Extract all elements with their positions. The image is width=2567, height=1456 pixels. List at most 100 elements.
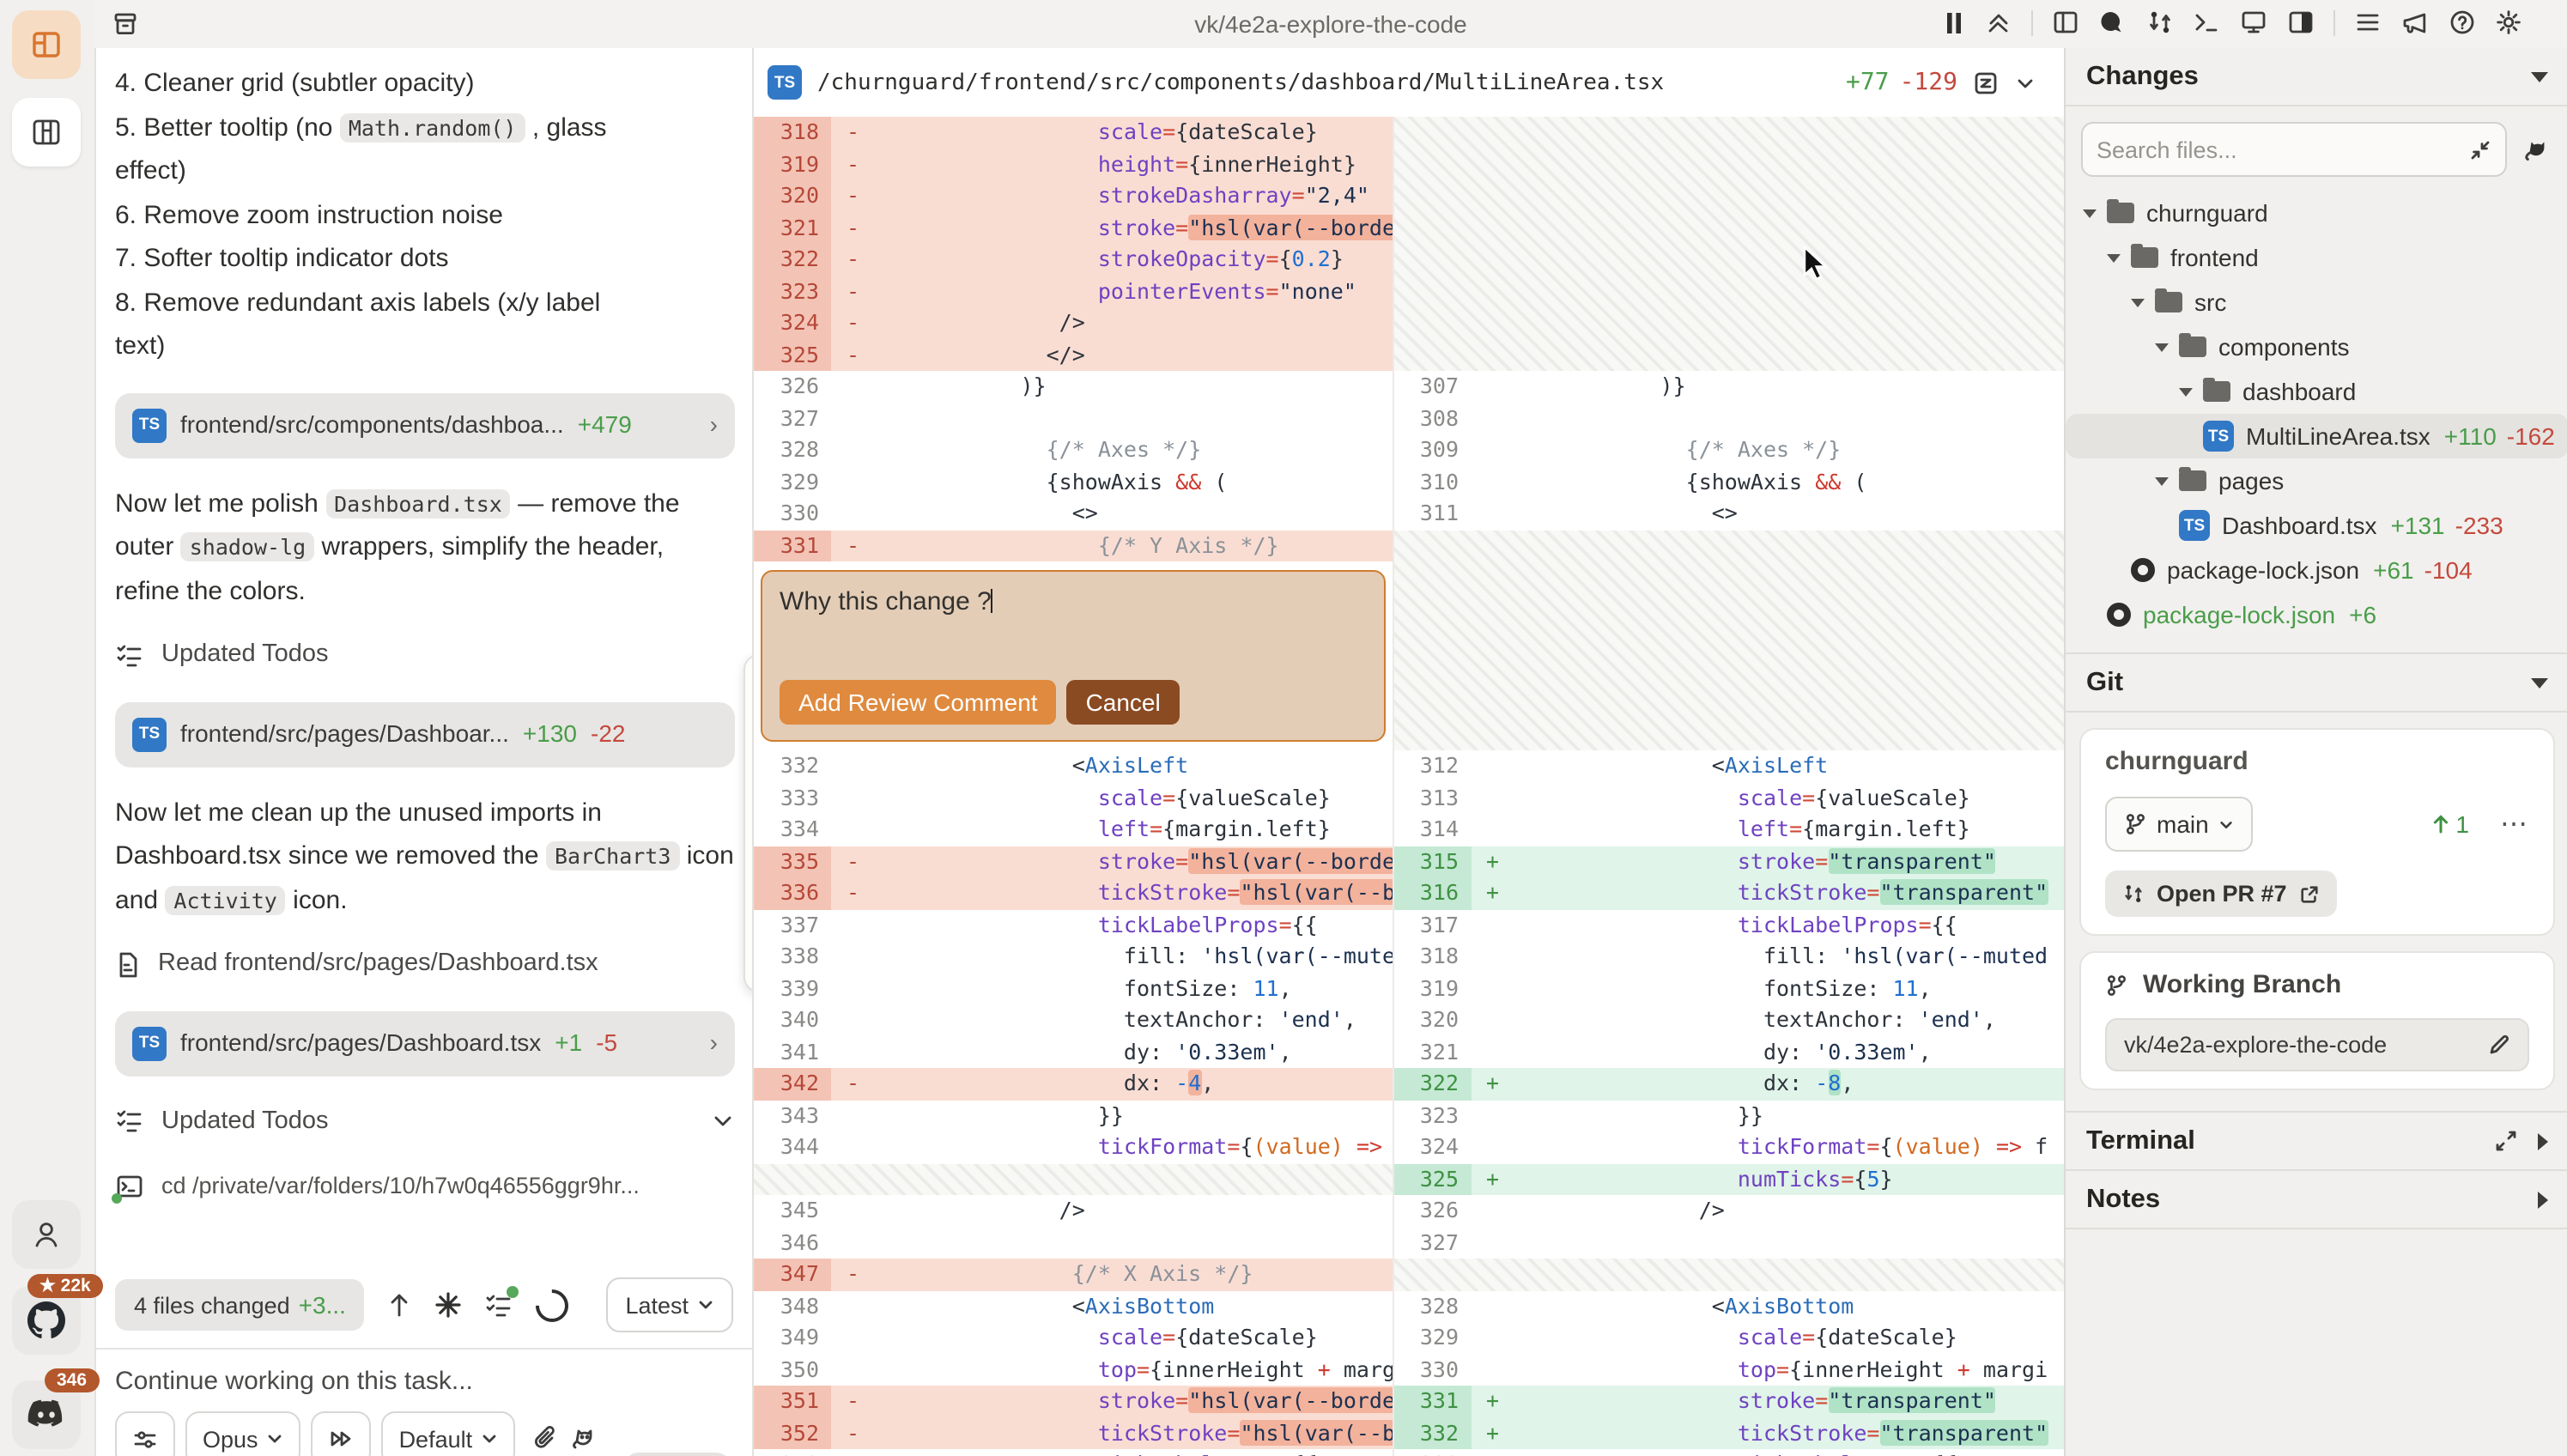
diff-line[interactable]: 325 + numTicks={5} — [1393, 1163, 2064, 1195]
review-comment-input[interactable]: Why this change ? — [780, 587, 993, 616]
diff-line[interactable]: 336- tickStroke="hsl(var(--bo — [754, 877, 1393, 909]
diff-line[interactable]: 321 dy: '0.33em', — [1393, 1036, 2064, 1068]
diff-line[interactable]: 339 fontSize: 11, — [754, 973, 1392, 1004]
caret-down-icon[interactable] — [2131, 298, 2145, 306]
diff-line[interactable]: 342- dx: -4, — [754, 1068, 1393, 1100]
diff-line[interactable]: 344 tickFormat={(value) => f — [754, 1131, 1392, 1163]
tree-item-package-lock-json[interactable]: package-lock.json +61 -104 — [2066, 548, 2567, 592]
diff-line[interactable]: 327 — [754, 403, 1392, 434]
panel-right-icon[interactable] — [2287, 9, 2315, 36]
file-change-chip[interactable]: TS frontend/src/pages/Dashboar... +130 -… — [115, 701, 735, 767]
arrow-up-icon[interactable] — [387, 1291, 413, 1319]
diff-line[interactable]: 323 }} — [1393, 1100, 2064, 1131]
fast-forward-button[interactable] — [311, 1411, 372, 1456]
rail-item-account[interactable] — [12, 1200, 81, 1269]
diff-line[interactable]: 352- tickStroke="hsl(var(--bo — [754, 1417, 1393, 1449]
diff-line[interactable]: 349 scale={dateScale} — [754, 1322, 1392, 1354]
tree-item-pages[interactable]: pages — [2066, 458, 2567, 503]
git-compare-icon[interactable] — [2146, 9, 2174, 36]
paperclip-icon[interactable] — [532, 1424, 560, 1453]
monitor-icon[interactable] — [2239, 9, 2268, 36]
diff-line[interactable]: 317 tickLabelProps={{ — [1393, 909, 2064, 941]
cat-icon[interactable] — [570, 1425, 599, 1453]
archive-icon[interactable] — [112, 10, 139, 38]
diff-line[interactable]: 333 tickLabelProps={{ — [1393, 1449, 2064, 1456]
diff-line[interactable]: 308 — [1393, 403, 2064, 434]
diff-line[interactable]: 341 dy: '0.33em', — [754, 1036, 1392, 1068]
diff-line[interactable]: 324 tickFormat={(value) => f — [1393, 1131, 2064, 1163]
caret-down-icon[interactable] — [2179, 387, 2193, 396]
file-change-chip[interactable]: TS frontend/src/pages/Dashboard.tsx +1 -… — [115, 1010, 735, 1076]
diff-line[interactable]: 332 <AxisLeft — [754, 750, 1392, 782]
terminal-icon[interactable] — [2193, 9, 2220, 36]
tree-item-frontend[interactable]: frontend — [2066, 235, 2567, 280]
branch-selector[interactable]: main — [2105, 797, 2254, 852]
diff-line[interactable]: 335- stroke="hsl(var(--border — [754, 846, 1393, 877]
todo-update-row[interactable]: Updated Todos — [115, 634, 735, 677]
diff-line[interactable]: 311 <> — [1393, 498, 2064, 530]
diff-line[interactable]: 331 + stroke="transparent" — [1393, 1386, 2064, 1417]
chevron-down-icon[interactable] — [711, 1110, 735, 1134]
diff-line[interactable]: 320- strokeDasharray="2,4" — [754, 180, 1393, 212]
diff-line[interactable]: 340 textAnchor: 'end', — [754, 1004, 1392, 1036]
help-icon[interactable] — [2449, 9, 2476, 36]
diff-line[interactable]: 350 top={innerHeight + margi — [754, 1354, 1392, 1386]
message-input[interactable]: Continue working on this task... — [115, 1367, 473, 1396]
diff-view-icon[interactable] — [1973, 70, 1999, 95]
diff-line[interactable]: 320 textAnchor: 'end', — [1393, 1004, 2064, 1036]
diff-line[interactable]: 309 {/* Axes */} — [1393, 434, 2064, 466]
collapse-chevron-icon[interactable] — [2014, 71, 2036, 94]
diff-line[interactable]: 328 <AxisBottom — [1393, 1290, 2064, 1322]
tree-item-churnguard[interactable]: churnguard — [2066, 191, 2567, 235]
notes-section-header[interactable]: Notes — [2066, 1171, 2567, 1228]
diff-line[interactable]: 312 <AxisLeft — [1393, 750, 2064, 782]
diff-line[interactable]: 326 /> — [1393, 1195, 2064, 1227]
caret-down-icon[interactable] — [2083, 209, 2097, 217]
diff-line[interactable]: 343 }} — [754, 1100, 1392, 1131]
diff-line[interactable]: 319- height={innerHeight} — [754, 149, 1393, 180]
pencil-edit-icon[interactable] — [2488, 1034, 2510, 1056]
diff-line[interactable]: 337 tickLabelProps={{ — [754, 909, 1392, 941]
todo-update-row[interactable]: Updated Todos — [115, 1100, 735, 1144]
diff-line[interactable]: 333 scale={valueScale} — [754, 782, 1392, 814]
diff-line[interactable]: 325- </> — [754, 339, 1393, 371]
diff-line[interactable]: 318 fill: 'hsl(var(--muted — [1393, 941, 2064, 973]
spark-asterisk-icon[interactable] — [435, 1291, 463, 1319]
diff-line[interactable]: 338 fill: 'hsl(var(--muted — [754, 941, 1392, 973]
diff-line[interactable]: 323- pointerEvents="none" — [754, 276, 1393, 307]
settings-gear-icon[interactable] — [2495, 9, 2522, 36]
rail-item-discord[interactable] — [12, 1380, 81, 1449]
tree-item-src[interactable]: src — [2066, 280, 2567, 325]
diff-line[interactable]: 345 /> — [754, 1195, 1392, 1227]
expand-icon[interactable] — [2495, 1130, 2517, 1152]
add-review-comment-button[interactable]: Add Review Comment — [780, 680, 1057, 725]
diff-line[interactable]: 313 scale={valueScale} — [1393, 782, 2064, 814]
files-changed-chip[interactable]: 4 files changed +3... — [115, 1279, 365, 1331]
diff-line[interactable]: 319 fontSize: 11, — [1393, 973, 2064, 1004]
github-desktop-cat-icon[interactable] — [2522, 135, 2553, 164]
more-actions-button[interactable]: ⋯ — [2500, 810, 2529, 840]
caret-down-icon[interactable] — [2155, 343, 2169, 351]
diff-line[interactable]: 347- {/* X Axis */} — [754, 1259, 1393, 1290]
terminal-command-row[interactable]: cd /private/var/folders/10/h7w0q46556ggr… — [112, 1164, 735, 1208]
diff-line[interactable]: 329 {showAxis && ( — [754, 466, 1392, 498]
megaphone-icon[interactable] — [2400, 9, 2430, 36]
diff-line[interactable]: 331- {/* Y Axis */} — [754, 530, 1393, 561]
menu-icon[interactable] — [2354, 9, 2382, 36]
chevrons-up-icon[interactable] — [1985, 9, 2012, 36]
caret-down-icon[interactable] — [2155, 476, 2169, 485]
diff-line[interactable]: 316 + tickStroke="transparent" — [1393, 877, 2064, 909]
git-section-header[interactable]: Git — [2066, 654, 2567, 711]
search-input[interactable]: Search files... — [2081, 122, 2507, 177]
tree-item-dashboard[interactable]: dashboard — [2066, 369, 2567, 414]
working-branch-input[interactable]: vk/4e2a-explore-the-code — [2105, 1018, 2529, 1071]
diff-line[interactable]: 346 — [754, 1227, 1392, 1259]
diff-line[interactable]: 334 left={margin.left} — [754, 814, 1392, 846]
chat-bubble-icon[interactable] — [2098, 9, 2127, 36]
diff-line[interactable]: 315 + stroke="transparent" — [1393, 846, 2064, 877]
latest-dropdown[interactable]: Latest — [606, 1277, 733, 1332]
diff-line[interactable]: 321- stroke="hsl(var(--border — [754, 212, 1393, 244]
diff-line[interactable]: 330 <> — [754, 498, 1392, 530]
collapse-tree-icon[interactable] — [2469, 138, 2491, 161]
pause-icon[interactable] — [1942, 9, 1966, 35]
